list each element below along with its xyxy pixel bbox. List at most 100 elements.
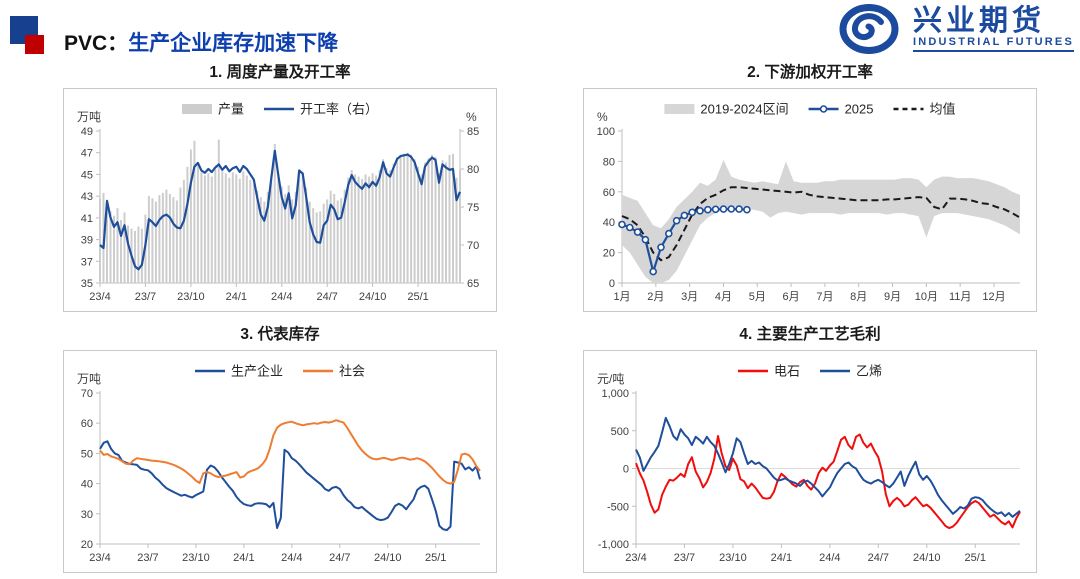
svg-text:8月: 8月 xyxy=(850,291,867,303)
svg-text:24/1: 24/1 xyxy=(226,291,247,303)
svg-text:24/7: 24/7 xyxy=(316,291,337,303)
mean-line xyxy=(621,186,1021,262)
svg-text:-1,000: -1,000 xyxy=(598,539,629,551)
svg-text:电石: 电石 xyxy=(774,364,800,379)
svg-text:11月: 11月 xyxy=(949,291,971,303)
svg-text:均值: 均值 xyxy=(929,102,955,117)
svg-text:4月: 4月 xyxy=(715,291,732,303)
svg-text:23/10: 23/10 xyxy=(719,552,747,564)
brand-square-red xyxy=(25,35,44,54)
svg-text:元/吨: 元/吨 xyxy=(597,372,624,386)
product-label: PVC： xyxy=(64,32,129,56)
legend: 电石 乙烯 xyxy=(738,364,882,379)
svg-text:%: % xyxy=(597,110,608,124)
svg-text:70: 70 xyxy=(467,240,479,252)
svg-text:24/1: 24/1 xyxy=(233,552,254,564)
svg-text:社会: 社会 xyxy=(339,364,365,379)
legend: 生产企业 社会 xyxy=(195,364,365,379)
axes: 20 30 40 50 60 70 xyxy=(81,388,480,551)
chart3-title: 3. 代表库存 xyxy=(240,326,320,343)
svg-text:生产企业: 生产企业 xyxy=(231,364,283,379)
axis-units: 元/吨 xyxy=(597,372,624,386)
svg-text:%: % xyxy=(466,110,477,124)
svg-text:2019-2024区间: 2019-2024区间 xyxy=(700,102,788,117)
svg-text:3月: 3月 xyxy=(681,291,698,303)
legend: 2019-2024区间 2025 均值 xyxy=(664,102,956,117)
c2-svg: % 0 20 40 60 80 100 1月 2月 3月 4月 5月 6月 7月 8月 9月 10月 11月 12月… xyxy=(597,102,1021,303)
svg-text:12月: 12月 xyxy=(982,291,1005,303)
svg-text:24/4: 24/4 xyxy=(819,552,840,564)
svg-text:5月: 5月 xyxy=(749,291,766,303)
headline-text: 生产企业库存加速下降 xyxy=(128,32,339,56)
svg-text:30: 30 xyxy=(81,509,93,521)
line-series-2025 xyxy=(618,205,751,276)
svg-text:25/1: 25/1 xyxy=(965,552,986,564)
axes: -1,000 -500 0 500 1,000 xyxy=(598,388,1020,551)
logo-swirl-icon xyxy=(839,4,899,54)
chart2-title: 2. 下游加权开工率 xyxy=(747,64,873,81)
svg-text:47: 47 xyxy=(81,148,93,160)
x-axis-labels: 23/4 23/7 23/10 24/1 24/4 24/7 24/10 25/1 xyxy=(625,544,986,564)
svg-text:60: 60 xyxy=(603,187,615,199)
svg-text:24/7: 24/7 xyxy=(329,552,350,564)
svg-text:24/1: 24/1 xyxy=(771,552,792,564)
line-series-社会 xyxy=(99,419,481,485)
x-axis-labels: 23/4 23/7 23/10 24/1 24/4 24/7 24/10 25/1 xyxy=(89,283,429,303)
page-title: PVC：生产企业库存加速下降 xyxy=(64,27,338,57)
svg-text:9月: 9月 xyxy=(884,291,901,303)
svg-text:100: 100 xyxy=(597,126,615,138)
line-series-乙烯 xyxy=(635,416,1021,518)
svg-text:49: 49 xyxy=(81,126,93,138)
company-logo: 兴业期货 INDUSTRIAL FUTURES xyxy=(839,4,1074,54)
chart-production-operating-rate: 万吨% 35 37 39 41 43 45 47 49 65 70 75 80 85 23/4 23/7 23/… xyxy=(63,88,497,312)
x-axis-labels: 23/4 23/7 23/10 24/1 24/4 24/7 24/10 25/1 xyxy=(89,544,446,564)
svg-text:60: 60 xyxy=(81,418,93,430)
axis-units: 万吨% xyxy=(77,110,477,124)
svg-text:40: 40 xyxy=(81,479,93,491)
svg-text:1,000: 1,000 xyxy=(601,388,629,400)
bar-series-产量 xyxy=(99,139,461,283)
line-series-开工率（右） xyxy=(99,149,462,271)
svg-text:80: 80 xyxy=(467,164,479,176)
svg-text:23/7: 23/7 xyxy=(674,552,695,564)
svg-text:24/10: 24/10 xyxy=(913,552,941,564)
svg-text:500: 500 xyxy=(611,426,629,438)
svg-text:2月: 2月 xyxy=(647,291,664,303)
axis-units: 万吨 xyxy=(77,372,101,386)
svg-text:35: 35 xyxy=(81,278,93,290)
range-band xyxy=(622,159,1020,283)
chart1-title: 1. 周度产量及开工率 xyxy=(209,64,351,81)
svg-text:-500: -500 xyxy=(607,501,629,513)
chart4-title: 4. 主要生产工艺毛利 xyxy=(739,326,881,343)
logo-text: 兴业期货 INDUSTRIAL FUTURES xyxy=(912,5,1074,53)
svg-text:产量: 产量 xyxy=(218,102,244,117)
chart-production-margin: 元/吨 -1,000 -500 0 500 1,000 23/4 23/7 23/10 24/1 2… xyxy=(583,350,1037,573)
svg-text:20: 20 xyxy=(603,248,615,260)
svg-text:万吨: 万吨 xyxy=(77,110,101,124)
svg-text:45: 45 xyxy=(81,169,93,181)
svg-text:0: 0 xyxy=(623,464,629,476)
svg-text:25/1: 25/1 xyxy=(407,291,428,303)
svg-text:10月: 10月 xyxy=(915,291,938,303)
svg-text:70: 70 xyxy=(81,388,93,400)
logo-name-en: INDUSTRIAL FUTURES xyxy=(912,36,1074,49)
svg-text:85: 85 xyxy=(467,126,479,138)
chart-representative-inventory: 万吨 20 30 40 50 60 70 23/4 23/7 23/10 24/1 24/4 24/7 2… xyxy=(63,350,497,573)
svg-text:23/4: 23/4 xyxy=(89,552,110,564)
svg-text:7月: 7月 xyxy=(816,291,833,303)
svg-text:65: 65 xyxy=(467,278,479,290)
svg-text:20: 20 xyxy=(81,539,93,551)
line-series-生产企业 xyxy=(99,440,481,532)
svg-text:24/10: 24/10 xyxy=(359,291,387,303)
svg-text:43: 43 xyxy=(81,191,93,203)
svg-text:40: 40 xyxy=(603,217,615,229)
svg-text:75: 75 xyxy=(467,202,479,214)
svg-text:50: 50 xyxy=(81,448,93,460)
axes: 0 20 40 60 80 100 xyxy=(597,126,1020,290)
svg-text:23/10: 23/10 xyxy=(182,552,210,564)
svg-text:24/4: 24/4 xyxy=(271,291,292,303)
svg-text:23/7: 23/7 xyxy=(135,291,156,303)
